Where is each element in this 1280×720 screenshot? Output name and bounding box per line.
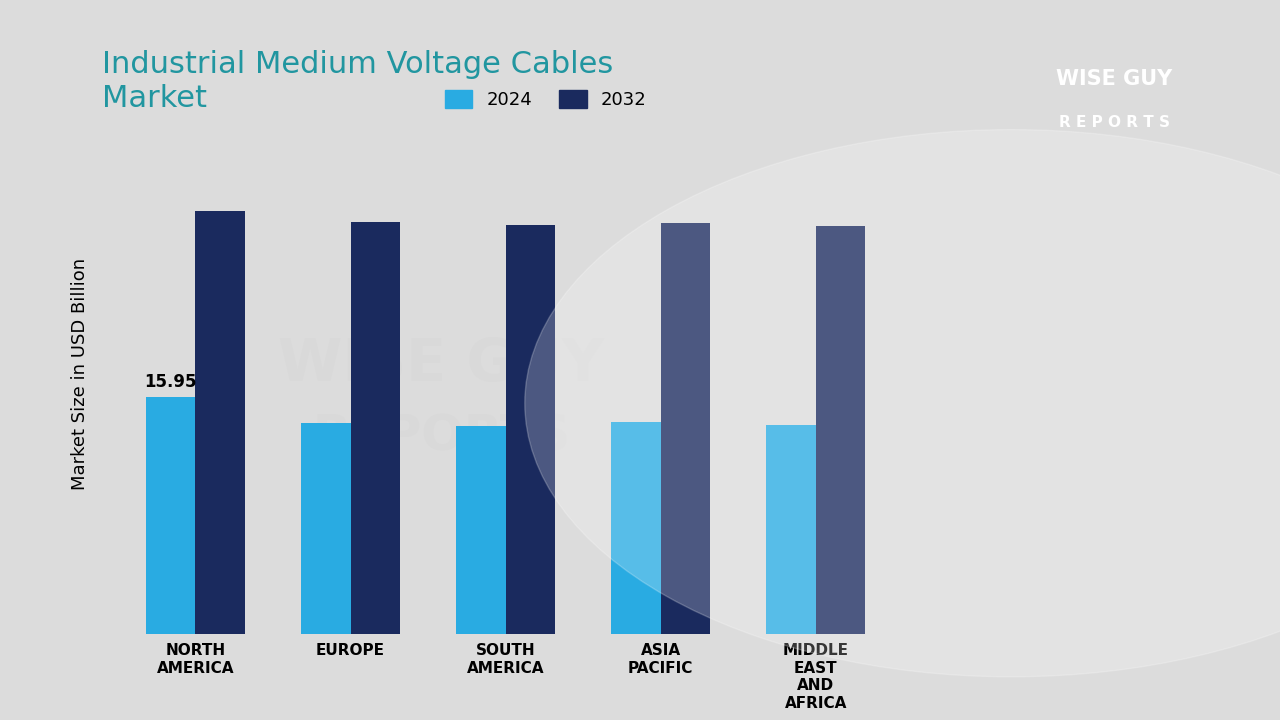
Bar [660,223,710,634]
Bar [767,425,815,634]
Bar [146,397,196,634]
Bar [815,226,865,634]
Bar [351,222,401,634]
Text: Industrial Medium Voltage Cables
Market: Industrial Medium Voltage Cables Market [102,50,613,113]
Bar [456,426,506,634]
Text: R E P O R T S: R E P O R T S [1059,115,1170,130]
Text: WISE GUY: WISE GUY [278,336,604,392]
Legend: 2024, 2032: 2024, 2032 [438,83,654,117]
Bar [611,422,660,634]
Text: WISE GUY: WISE GUY [1056,69,1172,89]
Bar [301,423,351,634]
Text: REPORTS: REPORTS [312,413,570,461]
Bar [506,225,556,634]
Circle shape [525,130,1280,677]
Y-axis label: Market Size in USD Billion: Market Size in USD Billion [70,258,88,490]
Text: 15.95: 15.95 [145,374,197,392]
Bar [196,212,244,634]
